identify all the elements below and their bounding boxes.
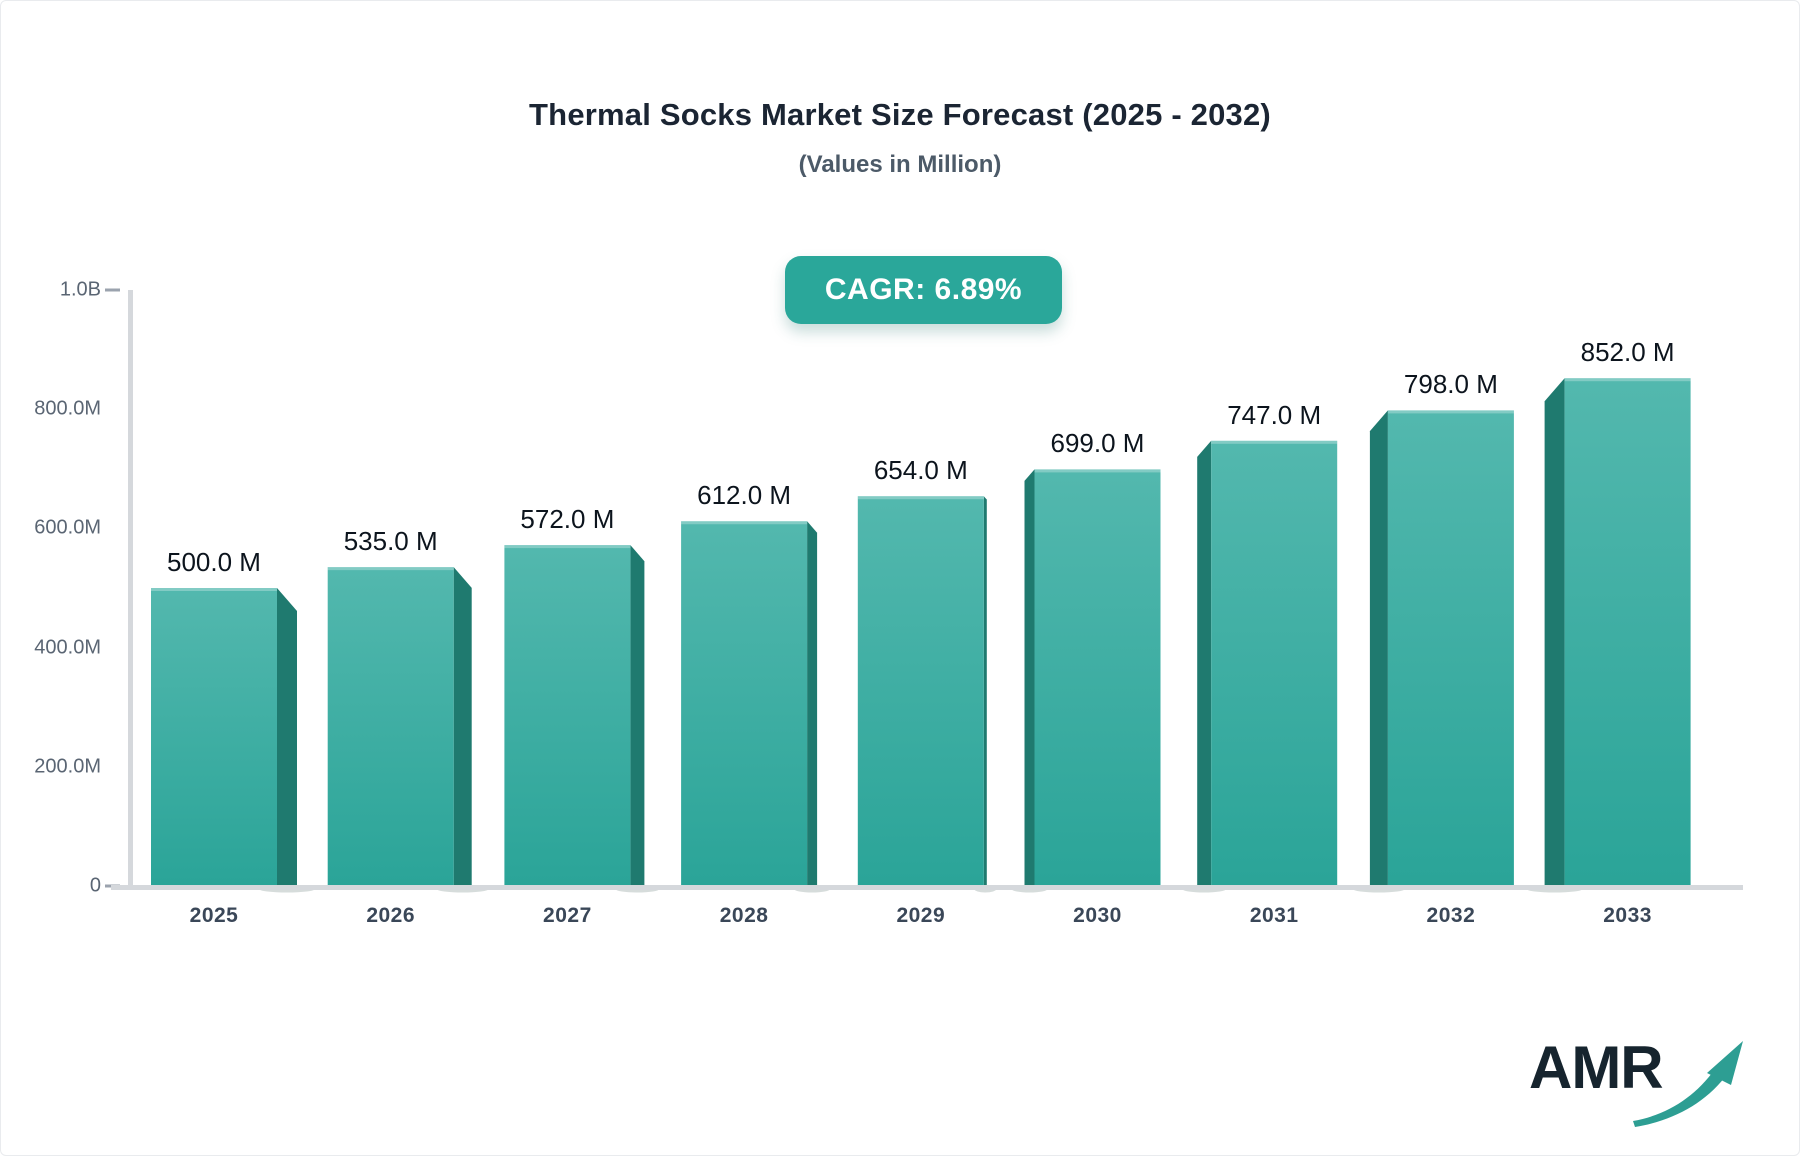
bar[interactable] <box>1526 378 1691 893</box>
bar-value-label: 798.0 M <box>1403 369 1498 400</box>
y-axis-tick <box>105 288 120 292</box>
x-axis-label: 2025 <box>189 904 239 927</box>
bar-front <box>1211 440 1338 888</box>
x-axis-label: 2028 <box>719 904 769 927</box>
bar-side <box>1024 469 1035 888</box>
cagr-badge-label: CAGR: 6.89% <box>824 273 1023 306</box>
x-axis-label: 2032 <box>1426 904 1476 927</box>
bar-front <box>1387 410 1514 888</box>
bar-top-edge <box>1034 469 1161 473</box>
bar-side <box>453 567 472 888</box>
amr-logo-text: AMR <box>1529 1034 1664 1101</box>
y-axis-label: 800.0M <box>34 397 101 420</box>
bar-front <box>681 521 808 888</box>
y-axis-label: 400.0M <box>34 636 101 659</box>
bar-side <box>630 545 645 888</box>
bar-value-label: 500.0 M <box>167 547 261 577</box>
chart-title: Thermal Socks Market Size Forecast (2025… <box>529 97 1271 132</box>
bar-top-edge <box>504 545 631 549</box>
bar[interactable] <box>1182 440 1338 893</box>
cagr-badge: CAGR: 6.89% <box>785 256 1062 324</box>
bar-top-edge <box>857 496 984 500</box>
bar-value-label: 654.0 M <box>873 455 968 486</box>
y-axis-label: 600.0M <box>34 516 101 539</box>
bar-front <box>151 588 277 888</box>
bar-top-edge <box>681 521 808 525</box>
y-axis-label: 1.0B <box>59 278 101 301</box>
bar-value-label: 535.0 M <box>343 526 438 557</box>
x-axis-label: 2026 <box>366 904 416 927</box>
bar-value-label: 852.0 M <box>1580 337 1675 368</box>
amr-logo: AMR <box>1529 1033 1759 1128</box>
bar-side <box>807 521 818 888</box>
bar-top-edge <box>151 588 277 591</box>
x-axis-line <box>111 885 1743 890</box>
bar-value-label: 612.0 M <box>697 480 792 511</box>
x-axis-label: 2033 <box>1603 904 1652 927</box>
x-axis-label: 2029 <box>896 904 946 927</box>
bar-value-label: 747.0 M <box>1227 399 1322 430</box>
bar[interactable] <box>327 567 489 893</box>
bar-front <box>327 567 454 888</box>
bar-side <box>1197 440 1212 888</box>
bar-side <box>983 496 987 888</box>
x-axis-label: 2027 <box>543 904 592 927</box>
chart-subtitle: (Values in Million) <box>798 151 1002 178</box>
bar[interactable] <box>151 588 315 893</box>
bar-front <box>1564 378 1691 888</box>
bar-front <box>504 545 631 888</box>
bar-top-edge <box>1211 440 1338 444</box>
bar-side <box>1544 378 1565 888</box>
growth-arrow-icon <box>1633 1041 1743 1127</box>
x-axis-label: 2030 <box>1073 904 1122 927</box>
bar-front <box>857 496 984 888</box>
bar-side <box>1369 410 1388 888</box>
bar-value-label: 699.0 M <box>1050 428 1145 459</box>
bar-value-label: 572.0 M <box>520 504 615 535</box>
y-axis-label: 200.0M <box>34 755 101 778</box>
bar[interactable] <box>504 545 660 893</box>
bar[interactable] <box>681 521 831 893</box>
bar-top-edge <box>1564 378 1691 382</box>
bar-front <box>1034 469 1161 888</box>
bar[interactable] <box>857 496 997 893</box>
bar-side <box>277 588 297 888</box>
y-axis-label: 0 <box>89 874 101 897</box>
y-axis-line <box>128 290 133 890</box>
bar-top-edge <box>1387 410 1514 414</box>
bar-top-edge <box>327 567 454 571</box>
x-axis-label: 2031 <box>1249 904 1299 927</box>
bar[interactable] <box>1352 410 1514 893</box>
bar[interactable] <box>1011 469 1161 893</box>
